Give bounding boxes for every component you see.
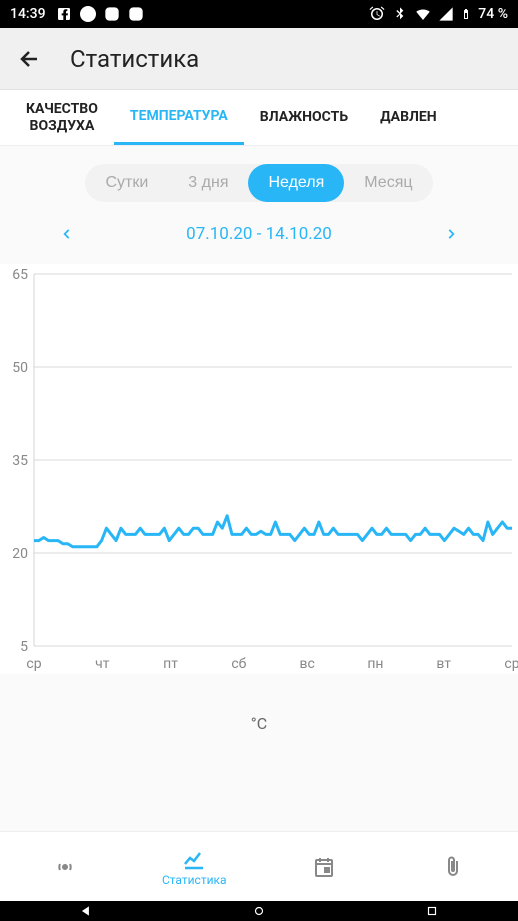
period-selector: Сутки 3 дня Неделя Месяц: [0, 146, 518, 216]
svg-text:5: 5: [20, 639, 28, 655]
android-back-icon[interactable]: [79, 904, 93, 918]
alarm-icon: [368, 5, 386, 23]
svg-text:20: 20: [12, 546, 28, 562]
svg-text:пт: пт: [163, 656, 178, 672]
temperature-chart: 5 20 35 50 65 ср чт пт сб вс пн вт ср: [0, 264, 518, 674]
status-bar: 14:39 74 %: [0, 0, 518, 28]
tab-temperature[interactable]: ТЕМПЕРАТУРА: [114, 90, 244, 145]
bottom-nav: Статистика: [0, 831, 518, 901]
nav-statistics[interactable]: Статистика: [130, 832, 260, 901]
back-arrow-icon[interactable]: [18, 47, 42, 71]
nav-stats-label: Статистика: [162, 873, 227, 887]
svg-text:вт: вт: [436, 656, 451, 672]
svg-text:вс: вс: [299, 656, 314, 672]
svg-text:50: 50: [12, 360, 28, 376]
android-recent-icon[interactable]: [425, 904, 439, 918]
battery-percent: 74 %: [478, 6, 508, 22]
page-title: Статистика: [70, 45, 199, 73]
bluetooth-icon: [392, 6, 408, 22]
facebook-icon: [56, 6, 72, 22]
nav-calendar[interactable]: [259, 832, 389, 901]
android-home-icon[interactable]: [252, 904, 266, 918]
android-nav-bar: [0, 901, 518, 921]
date-range-label: 07.10.20 - 14.10.20: [186, 224, 332, 244]
chart-icon: [182, 847, 206, 871]
date-prev-icon[interactable]: [60, 222, 74, 246]
date-navigator: 07.10.20 - 14.10.20: [0, 216, 518, 264]
period-day[interactable]: Сутки: [85, 164, 168, 202]
svg-text:ср: ср: [26, 656, 41, 672]
nav-broadcast[interactable]: [0, 832, 130, 901]
svg-text:65: 65: [12, 267, 28, 283]
chart-unit-label: °C: [0, 674, 518, 763]
svg-text:пн: пн: [367, 656, 383, 672]
tab-pressure[interactable]: ДАВЛЕН: [364, 91, 453, 144]
svg-text:чт: чт: [95, 656, 110, 672]
wifi-icon: [414, 5, 432, 23]
metric-tabs: КАЧЕСТВО ВОЗДУХА ТЕМПЕРАТУРА ВЛАЖНОСТЬ Д…: [0, 90, 518, 146]
instagram-icon: [104, 6, 120, 22]
attachment-icon: [441, 855, 465, 879]
nav-attachment[interactable]: [389, 832, 518, 901]
notification-dot-icon: [80, 6, 96, 22]
date-next-icon[interactable]: [444, 222, 458, 246]
svg-text:ср: ср: [504, 656, 518, 672]
period-3days[interactable]: 3 дня: [168, 164, 248, 202]
period-month[interactable]: Месяц: [344, 164, 432, 202]
instagram-outline-icon: [128, 6, 144, 22]
tab-air-quality[interactable]: КАЧЕСТВО ВОЗДУХА: [10, 90, 114, 146]
calendar-icon: [312, 855, 336, 879]
period-week[interactable]: Неделя: [248, 164, 344, 202]
svg-text:35: 35: [12, 453, 28, 469]
tab-humidity[interactable]: ВЛАЖНОСТЬ: [244, 91, 364, 144]
status-time: 14:39: [10, 6, 46, 22]
svg-text:сб: сб: [231, 656, 246, 672]
battery-icon: [460, 5, 472, 23]
app-header: Статистика: [0, 28, 518, 90]
broadcast-icon: [53, 855, 77, 879]
signal-icon: [438, 6, 454, 22]
